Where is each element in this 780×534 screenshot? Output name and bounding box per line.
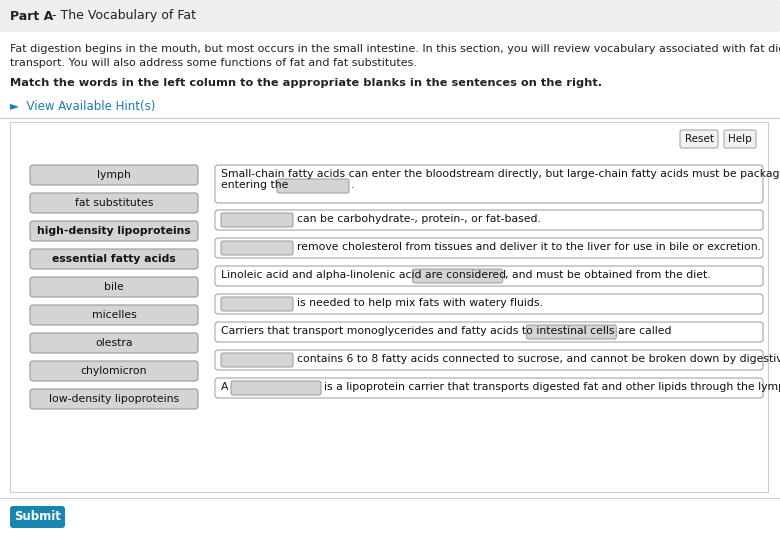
Text: low-density lipoproteins: low-density lipoproteins xyxy=(49,394,179,404)
Text: - The Vocabulary of Fat: - The Vocabulary of Fat xyxy=(48,10,196,22)
FancyBboxPatch shape xyxy=(215,210,763,230)
Text: bile: bile xyxy=(104,282,124,292)
Text: is needed to help mix fats with watery fluids.: is needed to help mix fats with watery f… xyxy=(297,298,543,308)
Text: lymph: lymph xyxy=(97,170,131,180)
Bar xyxy=(10,122,768,492)
FancyBboxPatch shape xyxy=(680,130,718,148)
Text: Match the words in the left column to the appropriate blanks in the sentences on: Match the words in the left column to th… xyxy=(10,78,602,88)
FancyBboxPatch shape xyxy=(221,297,293,311)
Text: Part A: Part A xyxy=(10,10,53,22)
Text: transport. You will also address some functions of fat and fat substitutes.: transport. You will also address some fu… xyxy=(10,58,417,68)
Text: Submit: Submit xyxy=(14,511,61,523)
FancyBboxPatch shape xyxy=(30,193,198,213)
FancyBboxPatch shape xyxy=(724,130,756,148)
Text: Carriers that transport monoglycerides and fatty acids to intestinal cells are c: Carriers that transport monoglycerides a… xyxy=(221,326,675,336)
FancyBboxPatch shape xyxy=(277,179,349,193)
Text: essential fatty acids: essential fatty acids xyxy=(52,254,176,264)
FancyBboxPatch shape xyxy=(215,266,763,286)
FancyBboxPatch shape xyxy=(215,350,763,370)
Text: remove cholesterol from tissues and deliver it to the liver for use in bile or e: remove cholesterol from tissues and deli… xyxy=(297,242,761,252)
FancyBboxPatch shape xyxy=(215,294,763,314)
Text: contains 6 to 8 fatty acids connected to sucrose, and cannot be broken down by d: contains 6 to 8 fatty acids connected to… xyxy=(297,354,780,364)
FancyBboxPatch shape xyxy=(30,165,198,185)
FancyBboxPatch shape xyxy=(10,506,65,528)
FancyBboxPatch shape xyxy=(526,325,616,339)
Text: high-density lipoproteins: high-density lipoproteins xyxy=(37,226,191,236)
FancyBboxPatch shape xyxy=(221,213,293,227)
FancyBboxPatch shape xyxy=(30,249,198,269)
FancyBboxPatch shape xyxy=(30,333,198,353)
Text: .: . xyxy=(619,326,622,336)
FancyBboxPatch shape xyxy=(30,389,198,409)
Text: Help: Help xyxy=(728,134,752,144)
FancyBboxPatch shape xyxy=(215,322,763,342)
FancyBboxPatch shape xyxy=(215,378,763,398)
FancyBboxPatch shape xyxy=(215,165,763,203)
Text: , and must be obtained from the diet.: , and must be obtained from the diet. xyxy=(505,270,711,280)
FancyBboxPatch shape xyxy=(215,238,763,258)
Text: micelles: micelles xyxy=(91,310,136,320)
FancyBboxPatch shape xyxy=(413,269,502,283)
Text: Fat digestion begins in the mouth, but most occurs in the small intestine. In th: Fat digestion begins in the mouth, but m… xyxy=(10,44,780,54)
FancyBboxPatch shape xyxy=(30,305,198,325)
Text: chylomicron: chylomicron xyxy=(81,366,147,376)
FancyBboxPatch shape xyxy=(30,361,198,381)
FancyBboxPatch shape xyxy=(221,241,293,255)
FancyBboxPatch shape xyxy=(231,381,321,395)
Text: can be carbohydrate-, protein-, or fat-based.: can be carbohydrate-, protein-, or fat-b… xyxy=(297,214,541,224)
Text: Linoleic acid and alpha-linolenic acid are considered: Linoleic acid and alpha-linolenic acid a… xyxy=(221,270,509,280)
FancyBboxPatch shape xyxy=(221,353,293,367)
Text: .: . xyxy=(351,180,354,190)
Text: entering the: entering the xyxy=(221,180,292,190)
FancyBboxPatch shape xyxy=(30,277,198,297)
FancyBboxPatch shape xyxy=(30,221,198,241)
Text: fat substitutes: fat substitutes xyxy=(75,198,153,208)
Text: ►  View Available Hint(s): ► View Available Hint(s) xyxy=(10,100,155,113)
Text: olestra: olestra xyxy=(95,338,133,348)
Text: A: A xyxy=(221,382,232,392)
Text: Reset: Reset xyxy=(685,134,714,144)
Text: Small-chain fatty acids can enter the bloodstream directly, but large-chain fatt: Small-chain fatty acids can enter the bl… xyxy=(221,169,780,179)
FancyBboxPatch shape xyxy=(0,0,780,32)
Text: is a lipoprotein carrier that transports digested fat and other lipids through t: is a lipoprotein carrier that transports… xyxy=(324,382,780,392)
